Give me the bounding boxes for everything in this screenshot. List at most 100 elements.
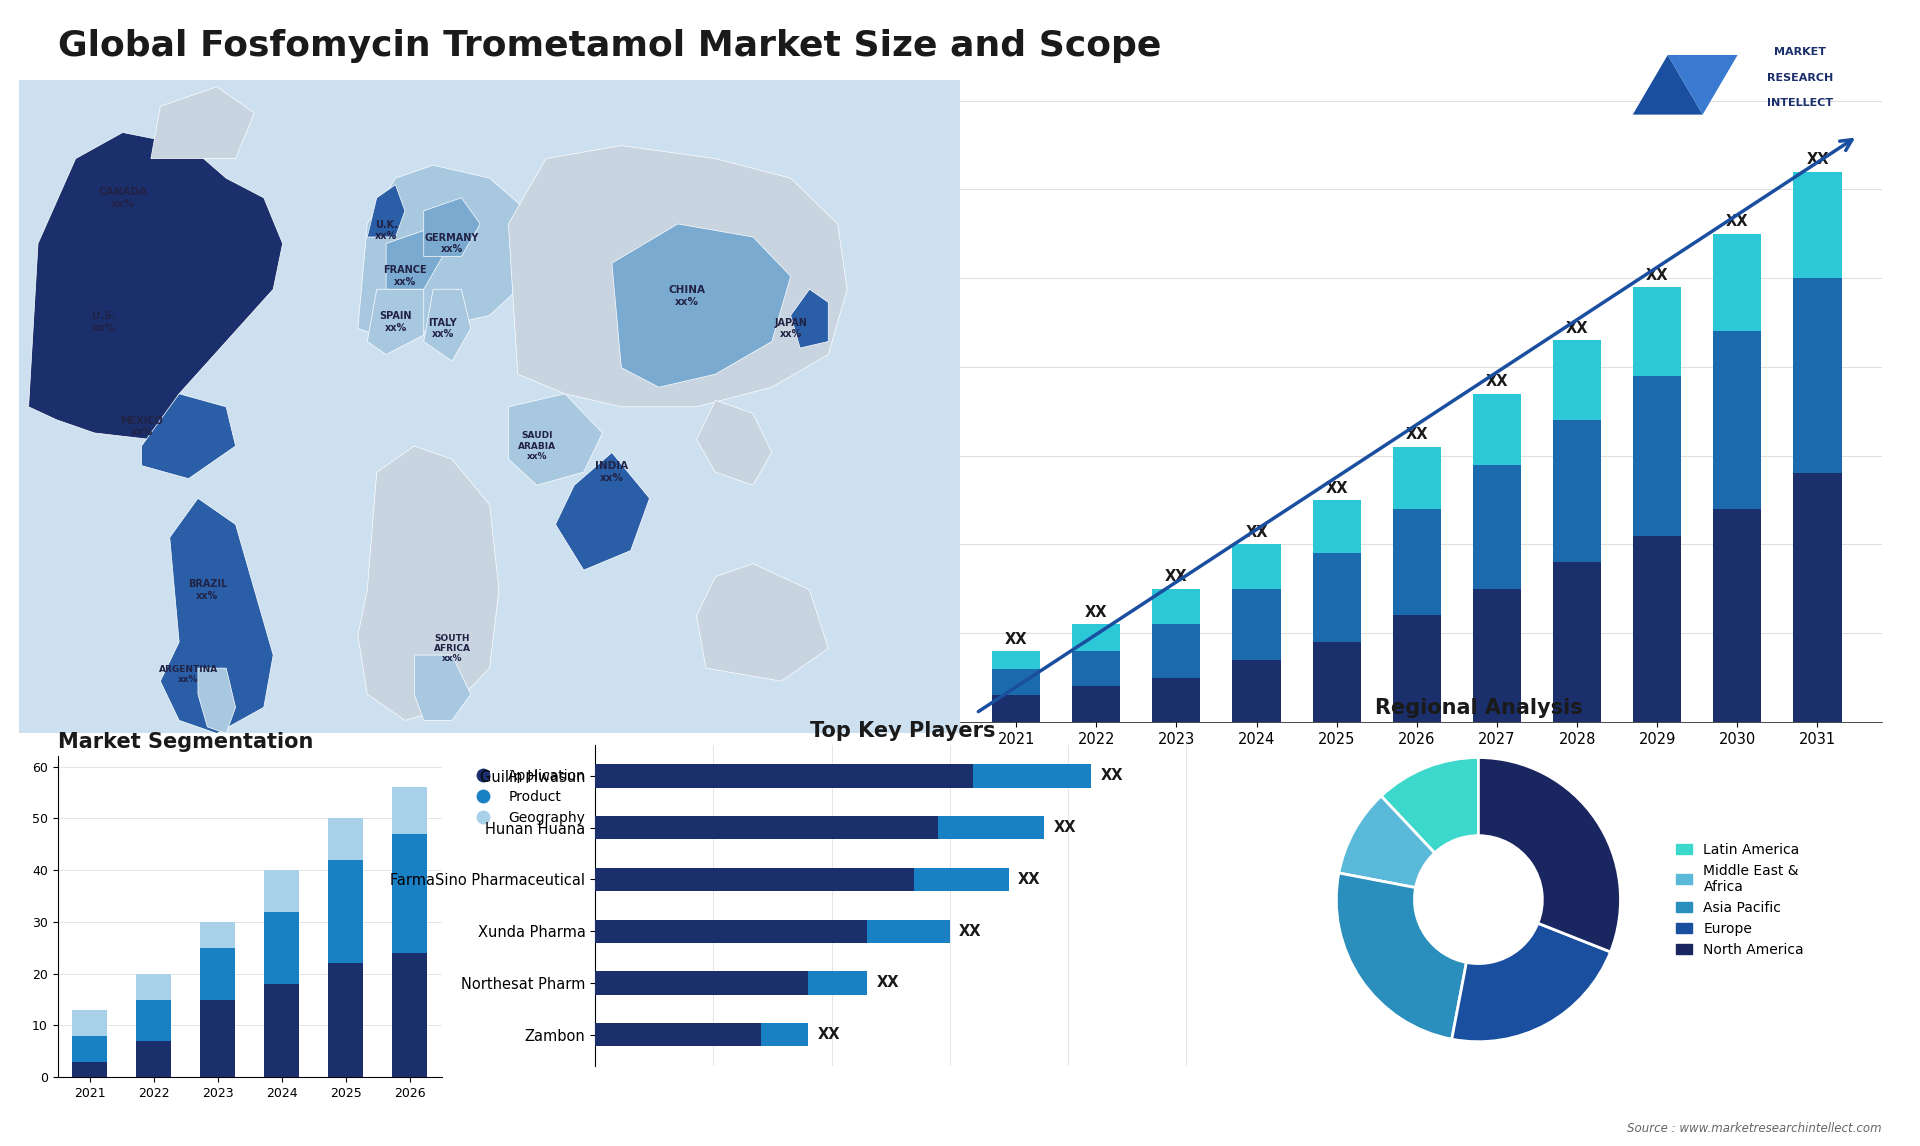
Bar: [595, 816, 937, 839]
Text: XX: XX: [1054, 821, 1075, 835]
Text: XX: XX: [960, 924, 981, 939]
Bar: [993, 669, 1041, 696]
Wedge shape: [1338, 796, 1434, 888]
Polygon shape: [357, 165, 538, 342]
Text: SOUTH
AFRICA
xx%: SOUTH AFRICA xx%: [434, 634, 470, 664]
Text: XX: XX: [1018, 872, 1041, 887]
Text: RESEARCH: RESEARCH: [1766, 73, 1834, 83]
Bar: [265, 984, 300, 1077]
Bar: [1553, 563, 1601, 722]
Bar: [760, 1023, 808, 1046]
Bar: [1713, 331, 1761, 509]
Bar: [1793, 172, 1841, 278]
Polygon shape: [198, 668, 236, 733]
Polygon shape: [152, 87, 253, 158]
Polygon shape: [424, 198, 480, 257]
Bar: [993, 696, 1041, 722]
Bar: [1313, 554, 1361, 642]
Text: U.K.
xx%: U.K. xx%: [374, 220, 397, 242]
Polygon shape: [415, 656, 470, 721]
Bar: [328, 964, 363, 1077]
Polygon shape: [1632, 55, 1703, 115]
Bar: [1071, 651, 1119, 686]
Polygon shape: [29, 133, 282, 439]
Bar: [595, 972, 808, 995]
Bar: [136, 1041, 171, 1077]
Bar: [868, 919, 950, 943]
Text: MEXICO
xx%: MEXICO xx%: [121, 416, 163, 438]
Text: CHINA
xx%: CHINA xx%: [668, 285, 707, 307]
Text: XX: XX: [1100, 769, 1123, 784]
Polygon shape: [1668, 55, 1738, 115]
Wedge shape: [1380, 758, 1478, 853]
Bar: [595, 868, 914, 892]
Polygon shape: [509, 394, 603, 485]
Polygon shape: [612, 223, 791, 387]
Bar: [595, 919, 868, 943]
Bar: [1473, 464, 1521, 589]
Polygon shape: [697, 564, 828, 681]
Bar: [1313, 500, 1361, 554]
Text: XX: XX: [1645, 267, 1668, 283]
Bar: [1793, 473, 1841, 722]
Bar: [808, 972, 868, 995]
Text: INDIA
xx%: INDIA xx%: [595, 462, 628, 482]
Text: Market Segmentation: Market Segmentation: [58, 732, 313, 752]
Bar: [1233, 660, 1281, 722]
Text: SAUDI
ARABIA
xx%: SAUDI ARABIA xx%: [518, 431, 555, 461]
Text: ITALY
xx%: ITALY xx%: [428, 317, 457, 339]
Title: Top Key Players: Top Key Players: [810, 721, 995, 740]
Bar: [1071, 625, 1119, 651]
Bar: [1152, 589, 1200, 625]
Polygon shape: [697, 400, 772, 485]
Text: XX: XX: [1246, 525, 1267, 540]
Text: XX: XX: [1004, 631, 1027, 646]
Bar: [1392, 509, 1440, 615]
Bar: [937, 816, 1044, 839]
Bar: [1634, 376, 1682, 535]
Bar: [73, 1036, 108, 1061]
Polygon shape: [367, 289, 424, 354]
Bar: [200, 999, 234, 1077]
Bar: [1233, 544, 1281, 589]
Bar: [1553, 421, 1601, 563]
Bar: [1634, 535, 1682, 722]
Bar: [73, 1010, 108, 1036]
Title: Regional Analysis: Regional Analysis: [1375, 698, 1582, 717]
Wedge shape: [1478, 758, 1620, 952]
Text: XX: XX: [1325, 480, 1348, 495]
Text: XX: XX: [1405, 427, 1428, 442]
Polygon shape: [424, 289, 470, 361]
Text: CANADA
xx%: CANADA xx%: [98, 187, 148, 209]
Text: XX: XX: [1807, 152, 1828, 167]
Bar: [914, 868, 1008, 892]
Polygon shape: [555, 453, 649, 570]
Polygon shape: [791, 289, 828, 348]
Polygon shape: [142, 394, 236, 479]
Text: XX: XX: [1486, 374, 1509, 390]
Text: XX: XX: [1165, 570, 1188, 584]
Text: GERMANY
xx%: GERMANY xx%: [424, 233, 480, 254]
Bar: [73, 1061, 108, 1077]
Text: XX: XX: [1726, 214, 1749, 229]
Polygon shape: [509, 146, 847, 407]
Bar: [1392, 447, 1440, 509]
Bar: [392, 787, 426, 834]
Bar: [1152, 625, 1200, 677]
Legend: Latin America, Middle East &
Africa, Asia Pacific, Europe, North America: Latin America, Middle East & Africa, Asi…: [1670, 837, 1809, 963]
Text: SPAIN
xx%: SPAIN xx%: [380, 311, 411, 332]
Text: MARKET: MARKET: [1774, 47, 1826, 56]
Bar: [328, 860, 363, 964]
Text: XX: XX: [876, 975, 899, 990]
Bar: [265, 911, 300, 984]
Bar: [1634, 286, 1682, 376]
Legend: Application, Product, Geography: Application, Product, Geography: [465, 763, 591, 831]
Polygon shape: [357, 446, 499, 721]
Bar: [1233, 589, 1281, 660]
Polygon shape: [386, 230, 442, 289]
Bar: [1473, 589, 1521, 722]
Bar: [595, 764, 973, 787]
Wedge shape: [1336, 873, 1467, 1039]
Bar: [328, 818, 363, 860]
Polygon shape: [367, 185, 405, 237]
